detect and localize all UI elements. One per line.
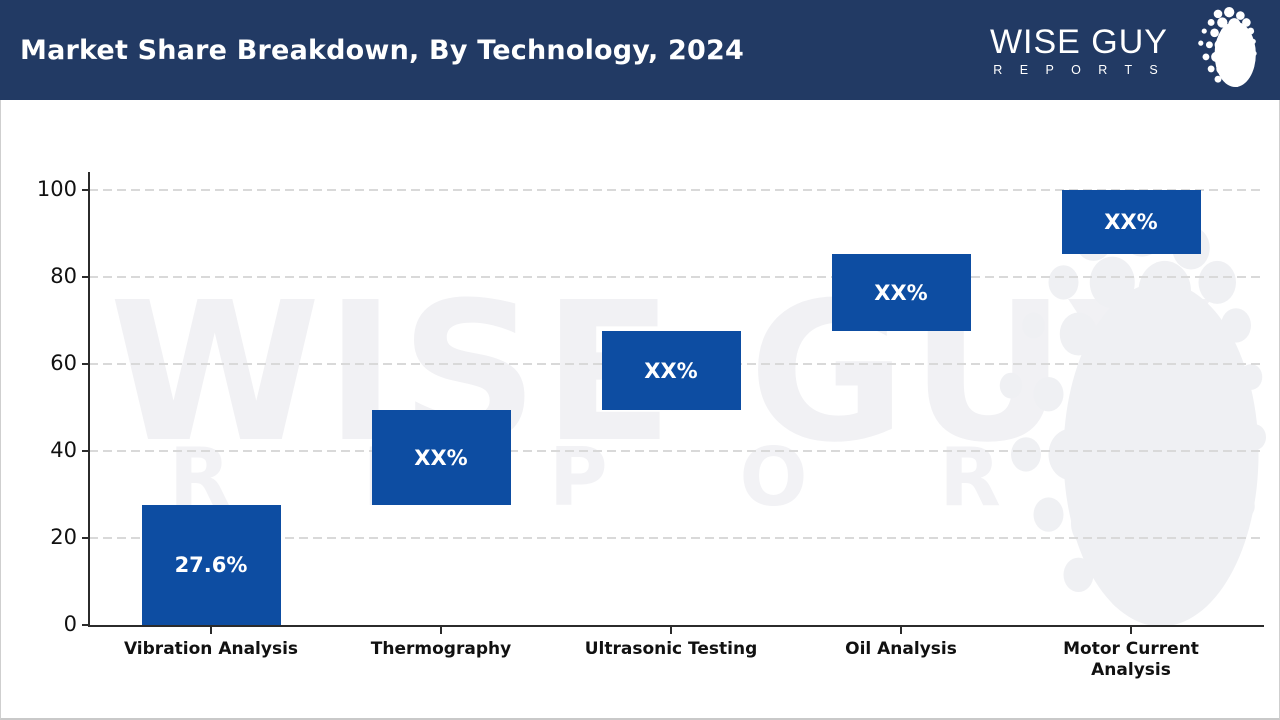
y-axis-tick-label: 80 (50, 264, 77, 288)
logo-wordmark-block: WISE GUY R E P O R T S (990, 23, 1168, 77)
y-axis-tick-label: 40 (50, 438, 77, 462)
bar-segment: XX% (371, 410, 511, 505)
gridline-y20 (89, 537, 1263, 539)
logo-wordmark: WISE GUY (989, 23, 1168, 61)
x-axis-category-label: Vibration Analysis (123, 639, 299, 659)
y-axis-tick-label: 0 (63, 612, 77, 636)
y-axis-tick-mark (82, 363, 89, 365)
y-axis-tick-mark (82, 450, 89, 452)
x-axis-tick-mark (900, 627, 902, 634)
x-axis-category-label: Oil Analysis (845, 639, 957, 659)
bar-value-label: 27.6% (174, 552, 248, 577)
bar-value-label: XX% (644, 358, 698, 383)
x-axis-tick-mark (1130, 627, 1132, 634)
header-banner: Market Share Breakdown, By Technology, 2… (0, 0, 1280, 100)
y-axis-tick-mark (82, 624, 89, 626)
bar-value-label: XX% (414, 445, 468, 470)
chart-area: WISE GUY R E P O R T S 02040608010027.6%… (0, 100, 1280, 720)
page-title: Market Share Breakdown, By Technology, 2… (20, 34, 745, 66)
bar-segment: 27.6% (141, 504, 281, 625)
y-axis-tick-label: 20 (50, 525, 77, 549)
y-axis-tick-label: 100 (36, 177, 77, 201)
logo-subtext: R E P O R T S (993, 63, 1165, 77)
x-axis-category-label: Ultrasonic Testing (584, 639, 758, 659)
bar-segment: XX% (1061, 190, 1201, 254)
x-axis-line (88, 625, 1264, 627)
logo-face-icon (1198, 7, 1257, 87)
gridline-y100 (89, 189, 1263, 191)
bar-value-label: XX% (1104, 209, 1158, 234)
wise-guy-logo: WISE GUY R E P O R T S (990, 7, 1264, 93)
bar-segment: XX% (831, 253, 971, 332)
y-axis-tick-label: 60 (50, 351, 77, 375)
x-axis-category-label: Motor Current Analysis (1063, 639, 1199, 680)
y-axis-tick-mark (82, 189, 89, 191)
x-axis-tick-mark (210, 627, 212, 634)
gridline-y80 (89, 276, 1263, 278)
x-axis-tick-mark (670, 627, 672, 634)
bar-value-label: XX% (874, 280, 928, 305)
y-axis-tick-mark (82, 276, 89, 278)
y-axis-tick-mark (82, 537, 89, 539)
bar-segment: XX% (601, 331, 741, 411)
x-axis-category-label: Thermography (370, 639, 512, 659)
y-axis-line (88, 172, 90, 627)
gridline-y40 (89, 450, 1263, 452)
x-axis-tick-mark (440, 627, 442, 634)
